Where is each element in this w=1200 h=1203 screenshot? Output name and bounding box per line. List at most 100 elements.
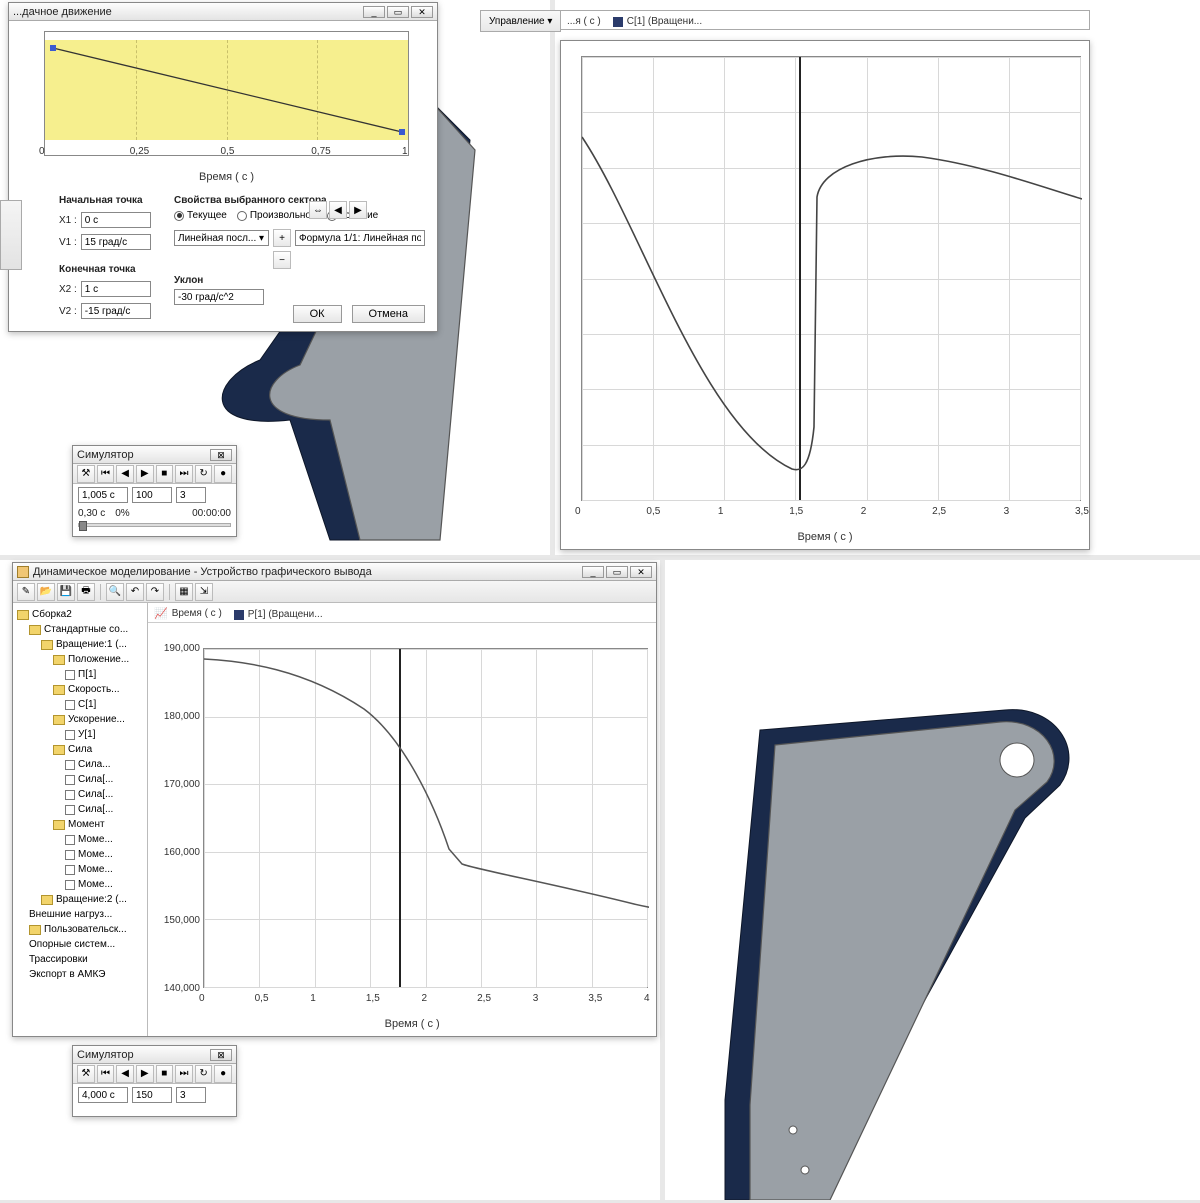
export-icon[interactable]: ⇲ <box>195 583 213 601</box>
checkbox-icon[interactable] <box>65 760 75 770</box>
v2-input[interactable] <box>81 303 151 319</box>
max-button[interactable]: ▭ <box>387 6 409 18</box>
remove-button[interactable]: − <box>273 251 291 269</box>
sim2-play-icon[interactable]: ▶ <box>136 1065 154 1083</box>
tree-node[interactable]: Внешние нагруз... <box>17 907 143 922</box>
cancel-button[interactable]: Отмена <box>352 305 425 323</box>
checkbox-icon[interactable] <box>65 775 75 785</box>
sim1-time-input[interactable] <box>78 487 128 503</box>
radio-arbitrary[interactable]: Произвольное <box>237 210 317 221</box>
redo-icon[interactable]: ↷ <box>146 583 164 601</box>
zoom-icon[interactable]: 🔍 <box>106 583 124 601</box>
sim1-close-button[interactable]: ⊠ <box>210 449 232 461</box>
checkbox-icon[interactable] <box>65 865 75 875</box>
bw-tab-series[interactable]: P[1] (Вращени... <box>234 609 323 620</box>
v1-input[interactable] <box>81 234 151 250</box>
rewind-icon[interactable]: ◀ <box>116 465 134 483</box>
new-icon[interactable]: ✎ <box>17 583 35 601</box>
prev-icon[interactable]: ◀ <box>329 201 347 219</box>
sim2-record-icon[interactable]: ● <box>214 1065 232 1083</box>
formula-dropdown[interactable] <box>295 230 425 246</box>
record-icon[interactable]: ● <box>214 465 232 483</box>
tree-node[interactable]: Экспорт в АМКЭ <box>17 967 143 982</box>
tree-node[interactable]: Моме... <box>17 862 143 877</box>
print-icon[interactable]: 🖶 <box>77 583 95 601</box>
graph-output-titlebar[interactable]: Динамическое моделирование - Устройство … <box>13 563 656 581</box>
side-tab[interactable] <box>0 200 22 270</box>
loop-icon[interactable]: ↻ <box>195 465 213 483</box>
skip-start-icon[interactable]: ⏮ <box>97 465 115 483</box>
sim2-build-icon[interactable]: ⚒ <box>77 1065 95 1083</box>
checkbox-icon[interactable] <box>65 670 75 680</box>
ok-button[interactable]: ОК <box>293 305 342 323</box>
next-icon[interactable]: ▶ <box>349 201 367 219</box>
type-dropdown[interactable] <box>174 230 269 246</box>
tree-node[interactable]: Опорные систем... <box>17 937 143 952</box>
tree-node[interactable]: Трассировки <box>17 952 143 967</box>
sim2-skip-end-icon[interactable]: ⏭ <box>175 1065 193 1083</box>
x1-input[interactable] <box>81 212 151 228</box>
x2-input[interactable] <box>81 281 151 297</box>
skip-end-icon[interactable]: ⏭ <box>175 465 193 483</box>
sim1-slider-thumb[interactable] <box>79 521 87 531</box>
tree-node[interactable]: Момент <box>17 817 143 832</box>
checkbox-icon[interactable] <box>65 730 75 740</box>
tree-node[interactable]: Моме... <box>17 832 143 847</box>
sim1-loop-input[interactable] <box>176 487 206 503</box>
checkbox-icon[interactable] <box>65 850 75 860</box>
checkbox-icon[interactable] <box>65 790 75 800</box>
min-button[interactable]: _ <box>363 6 385 18</box>
open-icon[interactable]: 📂 <box>37 583 55 601</box>
checkbox-icon[interactable] <box>65 700 75 710</box>
add-button[interactable]: + <box>273 229 291 247</box>
tree-node[interactable]: Скорость... <box>17 682 143 697</box>
tree-node[interactable]: Сила... <box>17 757 143 772</box>
toolbar-dropdown[interactable]: Управление ▾ <box>480 10 561 32</box>
tree-node[interactable]: Сила[... <box>17 772 143 787</box>
simulator-1-titlebar[interactable]: Симулятор ⊠ <box>73 446 236 464</box>
tree-node[interactable]: Моме... <box>17 847 143 862</box>
close-button[interactable]: ✕ <box>411 6 433 18</box>
gw-close-button[interactable]: ✕ <box>630 566 652 578</box>
stop-icon[interactable]: ■ <box>156 465 174 483</box>
sim1-val-input[interactable] <box>132 487 172 503</box>
tree-node[interactable]: Моме... <box>17 877 143 892</box>
tree-node[interactable]: Ускорение... <box>17 712 143 727</box>
save-icon[interactable]: 💾 <box>57 583 75 601</box>
sim2-time-input[interactable] <box>78 1087 128 1103</box>
tree-node[interactable]: C[1] <box>17 697 143 712</box>
tree-node[interactable]: Сила[... <box>17 802 143 817</box>
tree-panel[interactable]: Сборка2Стандартные со...Вращение:1 (...П… <box>13 603 148 1036</box>
checkbox-icon[interactable] <box>65 805 75 815</box>
tree-node[interactable]: Сборка2 <box>17 607 143 622</box>
sim1-slider[interactable] <box>78 523 231 527</box>
motion-dialog-titlebar[interactable]: ...дачное движение _ ▭ ✕ <box>9 3 437 21</box>
tree-node[interactable]: Сила <box>17 742 143 757</box>
tab-time[interactable]: ...я ( с ) <box>567 16 601 27</box>
accel-input[interactable] <box>174 289 264 305</box>
tree-node[interactable]: П[1] <box>17 667 143 682</box>
tree-node[interactable]: Сила[... <box>17 787 143 802</box>
tree-node[interactable]: Стандартные со... <box>17 622 143 637</box>
sim2-loop-icon[interactable]: ↻ <box>195 1065 213 1083</box>
sim2-rewind-icon[interactable]: ◀ <box>116 1065 134 1083</box>
sim2-close-button[interactable]: ⊠ <box>210 1049 232 1061</box>
gw-max-button[interactable]: ▭ <box>606 566 628 578</box>
tree-node[interactable]: Пользовательск... <box>17 922 143 937</box>
gw-min-button[interactable]: _ <box>582 566 604 578</box>
sim2-val-input[interactable] <box>132 1087 172 1103</box>
checkbox-icon[interactable] <box>65 880 75 890</box>
share-icon[interactable]: ⇔ <box>309 201 327 219</box>
tab-series[interactable]: C[1] (Вращени... <box>613 16 702 27</box>
sim2-loop-input[interactable] <box>176 1087 206 1103</box>
sim2-stop-icon[interactable]: ■ <box>156 1065 174 1083</box>
build-icon[interactable]: ⚒ <box>77 465 95 483</box>
play-icon[interactable]: ▶ <box>136 465 154 483</box>
tree-node[interactable]: У[1] <box>17 727 143 742</box>
sim2-skip-start-icon[interactable]: ⏮ <box>97 1065 115 1083</box>
checkbox-icon[interactable] <box>65 835 75 845</box>
tree-node[interactable]: Вращение:2 (... <box>17 892 143 907</box>
simulator-2-titlebar[interactable]: Симулятор ⊠ <box>73 1046 236 1064</box>
tree-node[interactable]: Положение... <box>17 652 143 667</box>
radio-current[interactable]: Текущее <box>174 210 227 221</box>
